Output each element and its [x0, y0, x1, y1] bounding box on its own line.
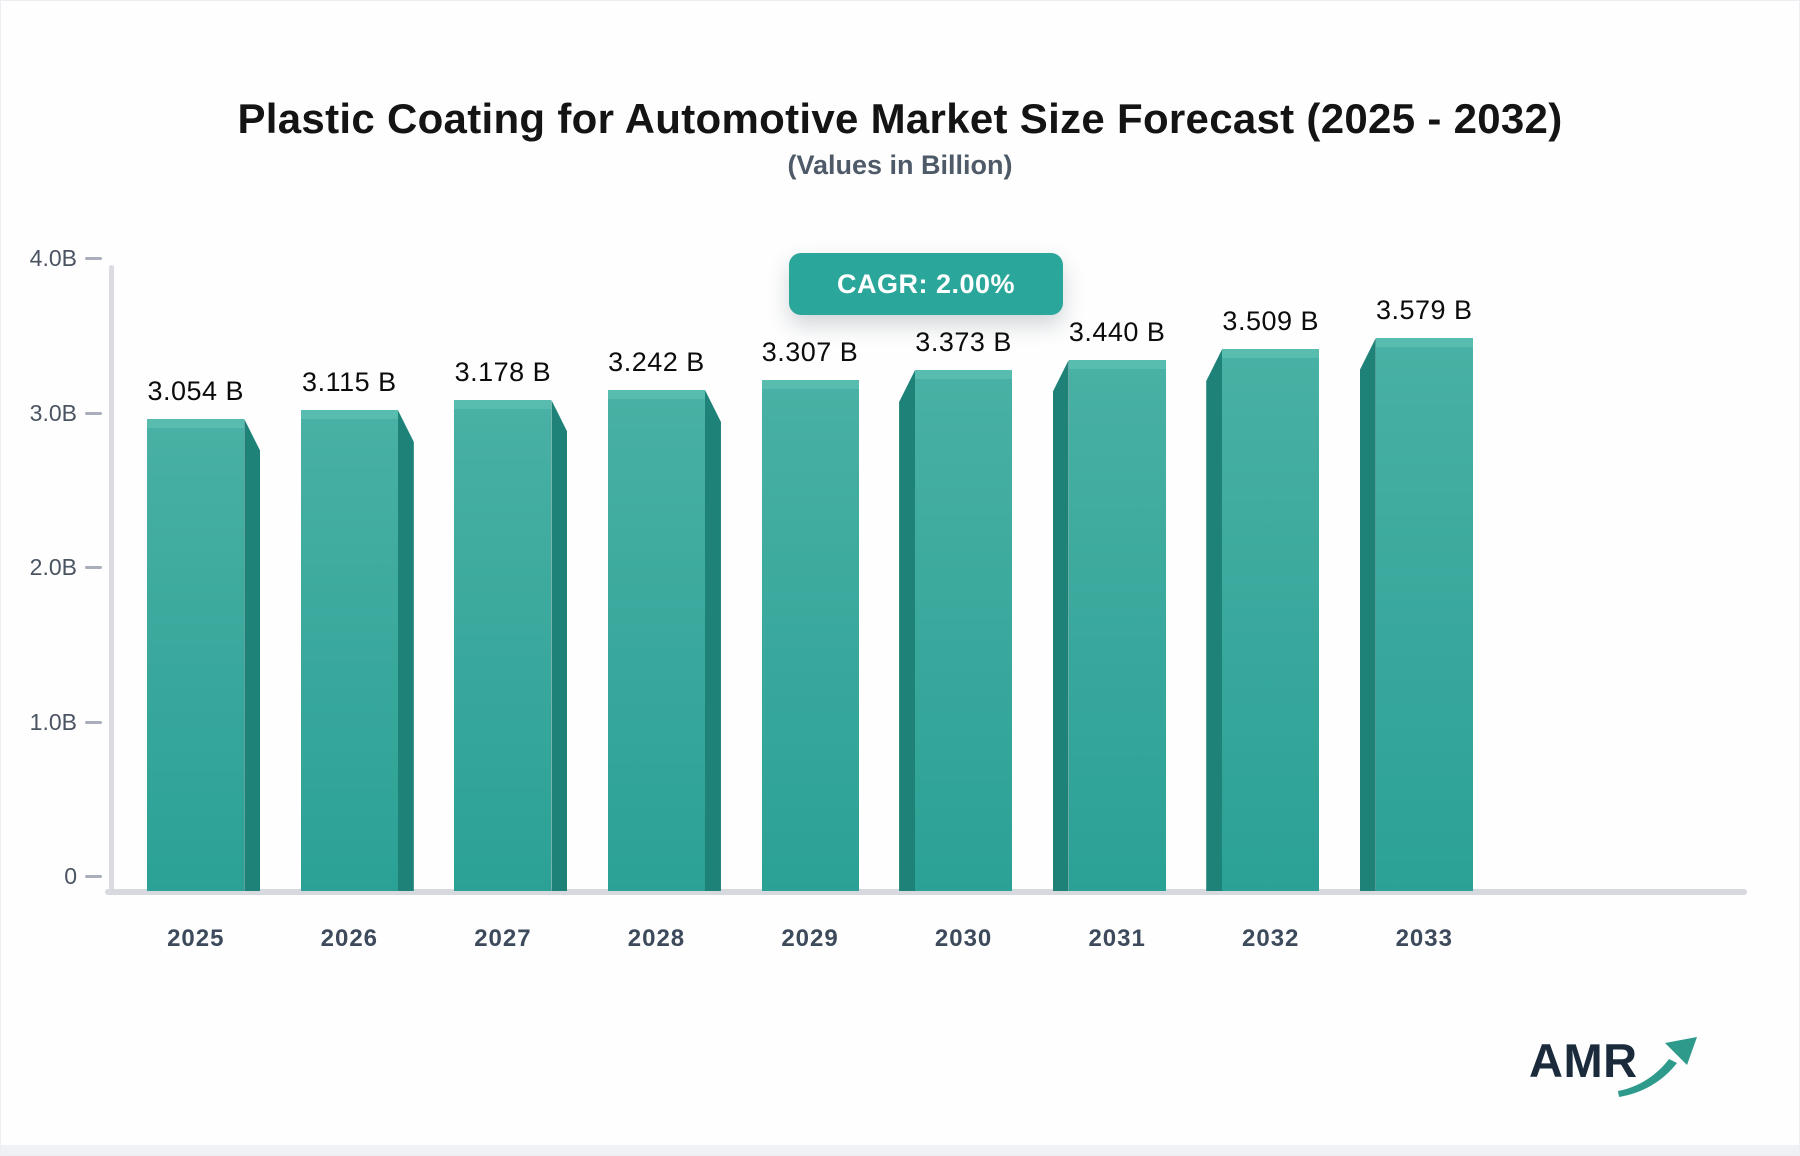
- amr-logo: AMR: [1529, 1033, 1729, 1119]
- bar-top-face: [300, 410, 398, 419]
- y-axis-tick: [85, 411, 102, 415]
- cagr-badge: CAGR: 2.00%: [789, 253, 1063, 315]
- bar-value-label: 3.373 B: [915, 327, 1012, 357]
- bar-side-face: [1359, 338, 1376, 891]
- x-axis-label: 2027: [474, 925, 532, 952]
- bar-group-2030: 3.373 B 2030: [887, 259, 1041, 952]
- bar-group-2028: 3.242 B 2028: [580, 259, 734, 952]
- bar-value-label: 3.579 B: [1375, 295, 1473, 325]
- bar-side-face: [244, 419, 261, 891]
- x-axis-label: 2028: [627, 925, 686, 952]
- bar-value-label: 3.054 B: [147, 376, 245, 406]
- bar-2030: 3.373 B: [899, 327, 1013, 891]
- bar-group-2025: 3.054 B 2025: [119, 259, 273, 952]
- amr-logo-text: AMR: [1529, 1034, 1638, 1087]
- bar-2028: 3.242 B: [607, 347, 721, 891]
- bar-top-face: [454, 400, 552, 409]
- y-axis-tick: [85, 257, 102, 260]
- bar-group-2029: 3.307 B 2029: [733, 259, 887, 952]
- x-axis-label: 2032: [1242, 925, 1300, 952]
- chart-subtitle: (Values in Billion): [787, 150, 1013, 180]
- bar-value-label: 3.307 B: [761, 337, 859, 367]
- y-axis-label: 3.0B: [29, 399, 77, 426]
- bar-side-face: [704, 390, 721, 891]
- y-axis-label: 0: [64, 863, 77, 889]
- x-axis-label: 2029: [781, 925, 839, 952]
- bar-2029: 3.307 B: [761, 337, 859, 891]
- x-axis-label: 2025: [167, 925, 225, 952]
- bar-top-face: [1068, 360, 1166, 369]
- bar-group-2033: 3.579 B 2033: [1348, 259, 1502, 952]
- bar-group-2032: 3.509 B 2032: [1194, 259, 1348, 952]
- bar-2026: 3.115 B: [300, 367, 414, 891]
- bar-group-2031: 3.440 B 2031: [1040, 259, 1194, 952]
- bar-value-label: 3.242 B: [608, 347, 705, 377]
- bar-2031: 3.440 B: [1052, 317, 1166, 891]
- bar-value-label: 3.440 B: [1068, 317, 1166, 347]
- bar-side-face: [899, 370, 916, 891]
- bar-top-face: [1375, 338, 1473, 347]
- bar-top-face: [915, 370, 1013, 379]
- bar-top-face: [147, 419, 245, 428]
- chart-title: Plastic Coating for Automotive Market Si…: [237, 95, 1563, 142]
- y-axis-tick: [85, 875, 102, 878]
- bar-side-face: [397, 410, 414, 891]
- bar-top-face: [761, 380, 859, 389]
- y-axis-tick: [85, 566, 102, 569]
- bar-value-label: 3.178 B: [454, 357, 552, 387]
- x-axis-label: 2026: [320, 925, 379, 952]
- bar-group-2027: 3.178 B 2027: [426, 259, 580, 952]
- bar-top-face: [607, 390, 705, 399]
- x-axis-label: 2030: [934, 925, 993, 952]
- y-axis-label: 1.0B: [29, 708, 77, 735]
- y-axis-label: 2.0B: [29, 554, 77, 580]
- bar-side-face: [551, 400, 568, 891]
- y-axis-tick: [85, 720, 102, 724]
- bar-side-face: [1052, 360, 1069, 891]
- y-axis-line: [109, 265, 114, 893]
- x-axis-label: 2033: [1395, 925, 1453, 952]
- plot-area: 4.0B 3.0B 2.0B 1.0B 0 3.054 B 2025 3.115 B 2026…: [1, 245, 1799, 952]
- bar-2032: 3.509 B: [1206, 306, 1320, 891]
- bar-value-label: 3.509 B: [1222, 306, 1320, 336]
- growth-arrow-icon: [1618, 1037, 1697, 1097]
- bar-2027: 3.178 B: [454, 357, 568, 891]
- bar-value-label: 3.115 B: [302, 367, 397, 397]
- bar-side-face: [1206, 349, 1223, 891]
- x-axis-label: 2031: [1088, 925, 1146, 952]
- bars-row: 3.054 B 2025 3.115 B 2026 3.178 B 2027 3.242 B…: [119, 259, 1502, 952]
- bottom-border-strip: [1, 1145, 1799, 1155]
- x-axis-baseline: [105, 889, 1747, 895]
- bar-2025: 3.054 B: [147, 376, 261, 891]
- bar-top-face: [1222, 349, 1320, 358]
- bar-2033: 3.579 B: [1359, 295, 1473, 891]
- bar-group-2026: 3.115 B 2026: [273, 259, 427, 952]
- y-axis-label: 4.0B: [29, 245, 77, 271]
